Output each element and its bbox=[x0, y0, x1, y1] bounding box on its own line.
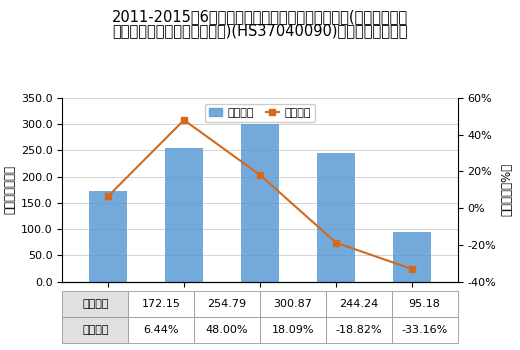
Bar bbox=[241, 124, 279, 281]
Bar bbox=[165, 148, 203, 281]
Y-axis label: 出口数量（吨）: 出口数量（吨） bbox=[4, 165, 17, 214]
Y-axis label: 同比增速（%）: 同比增速（%） bbox=[500, 163, 513, 216]
Bar bbox=[393, 232, 431, 281]
Text: 冲洗的感光纸、纸板及纺织物)(HS37040090)出口量及增速统计: 冲洗的感光纸、纸板及纺织物)(HS37040090)出口量及增速统计 bbox=[112, 23, 408, 38]
Legend: 出口数量, 同比增长: 出口数量, 同比增长 bbox=[204, 104, 316, 122]
Bar bbox=[89, 191, 127, 281]
Text: 2011-2015年6月其他已曝光未冲洗的摄影硬、软片(包括已曝光未: 2011-2015年6月其他已曝光未冲洗的摄影硬、软片(包括已曝光未 bbox=[112, 9, 408, 24]
Bar bbox=[317, 153, 355, 281]
